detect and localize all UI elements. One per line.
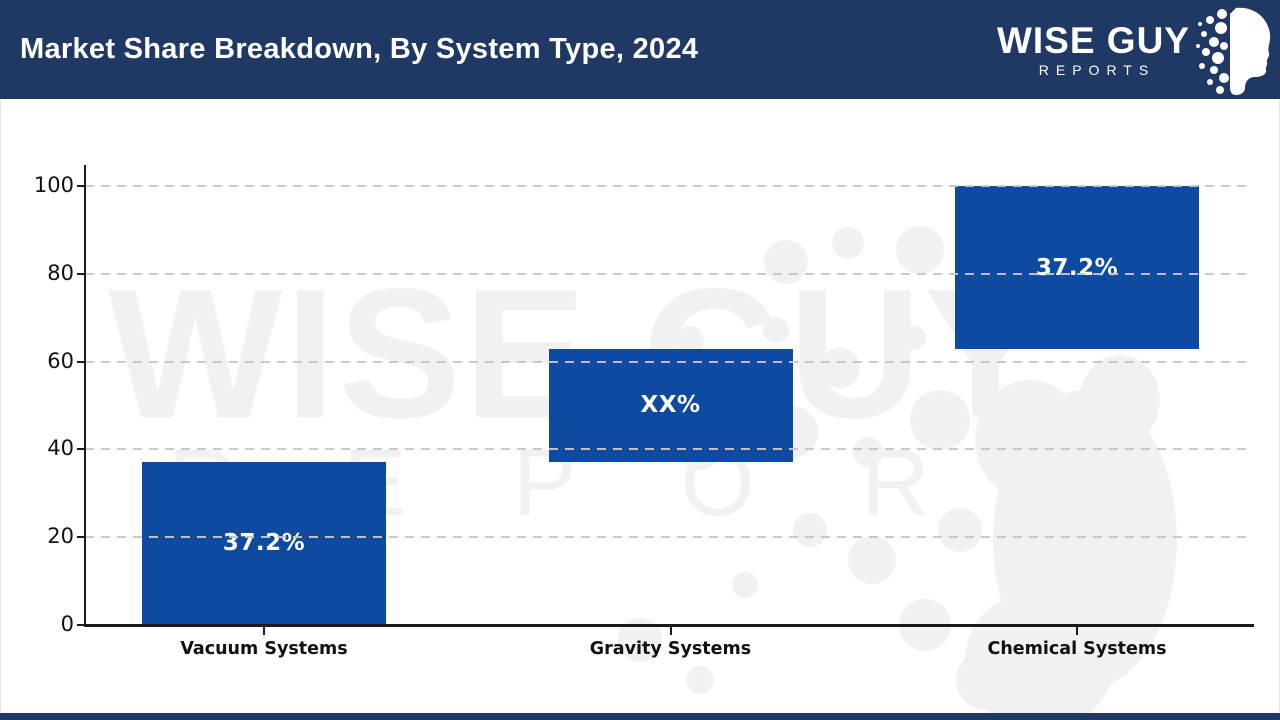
gridline — [85, 272, 1253, 275]
y-tick-label: 80 — [47, 260, 74, 285]
gridline — [85, 448, 1253, 451]
bar-value-label: 37.2% — [222, 530, 306, 557]
y-tick-mark — [77, 624, 85, 626]
x-tick-mark — [669, 627, 672, 635]
gridline — [85, 536, 1253, 539]
y-axis-line — [84, 165, 86, 627]
x-category-label: Chemical Systems — [987, 639, 1167, 659]
logo-wordmark: WISE GUY — [996, 19, 1190, 61]
y-tick-label: 20 — [47, 524, 74, 549]
x-category-label: Gravity Systems — [589, 639, 752, 659]
y-tick-label: 100 — [33, 173, 74, 197]
x-category-label: Vacuum Systems — [180, 639, 348, 659]
y-tick-label: 40 — [47, 436, 74, 461]
gridline — [85, 185, 1253, 187]
y-tick-label: 0 — [60, 612, 74, 636]
logo-subtext: REPORTS — [1038, 61, 1156, 78]
wiseguy-logo: WISE GUY REPORTS — [997, 4, 1274, 96]
y-tick-mark — [77, 185, 85, 187]
y-tick-mark — [77, 536, 85, 539]
wiseguy-face-icon — [1196, 7, 1271, 95]
bar-value-label: XX% — [640, 392, 701, 419]
bar-gravity-systems: XX% — [548, 349, 793, 462]
header-bar: Market Share Breakdown, By System Type, … — [0, 0, 1280, 99]
y-tick-mark — [77, 272, 85, 275]
footer-bar — [0, 713, 1280, 720]
y-tick-mark — [77, 448, 85, 451]
bar-vacuum-systems: 37.2% — [142, 461, 386, 625]
chart-title: Market Share Breakdown, By System Type, … — [20, 33, 699, 65]
x-tick-mark — [1076, 627, 1078, 635]
y-tick-mark — [77, 360, 85, 363]
y-tick-label: 60 — [47, 348, 74, 373]
bar-value-label: 37.2% — [1035, 254, 1119, 281]
x-tick-mark — [263, 627, 265, 635]
gridline — [85, 360, 1253, 363]
x-axis-line — [84, 624, 1254, 627]
bar-chemical-systems: 37.2% — [955, 186, 1199, 350]
